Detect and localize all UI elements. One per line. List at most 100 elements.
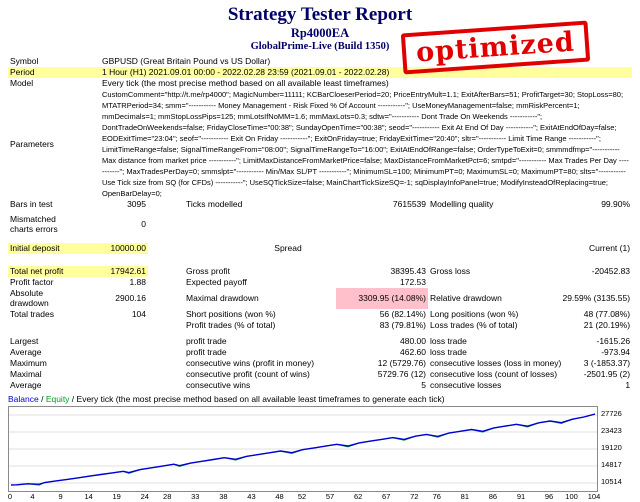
total-trades-value: 104 [131,309,146,319]
mismatched-charts-errors-value: 0 [141,219,146,229]
row-largest-trade: Largest profit trade 480.00 loss trade -… [8,336,632,347]
maximum-consecutive-wins-label: consecutive wins (profit in money) [186,358,315,368]
x-axis-tick: 0 [7,492,13,501]
maximal-drawdown-label: Maximal drawdown [186,293,259,303]
row-total-trades: Total trades 104 Short positions (won %)… [8,309,632,320]
chart-legend: Balance / Equity / Every tick (the most … [8,394,640,405]
row-average-trade: Average profit trade 462.60 loss trade -… [8,347,632,358]
gross-profit-label: Gross profit [186,266,230,276]
largest-profit-trade-label: profit trade [186,336,227,346]
x-axis-tick: 14 [84,492,93,501]
total-net-profit-label: Total net profit [8,266,100,277]
maximal-consecutive-loss-value: -2501.95 (2) [583,369,631,379]
row-maximum-consecutive: Maximum consecutive wins (profit in mone… [8,358,632,369]
maximal-drawdown-value: 3309.95 (14.08%) [336,288,428,309]
gross-loss-label: Gross loss [430,266,471,276]
maximal-consecutive-profit-label: consecutive profit (count of wins) [186,369,310,379]
mismatched-charts-errors-label: Mismatched charts errors [10,214,58,234]
report-header: Strategy Tester Report Rp4000EA GlobalPr… [0,0,640,53]
x-axis-tick: 67 [382,492,391,501]
x-axis-tick: 52 [297,492,307,501]
average-loss-trade-label: loss trade [430,347,467,357]
x-axis-tick: 72 [410,492,419,501]
gross-loss-value: -20452.83 [591,266,631,276]
row-total-net-profit: Total net profit 17942.61 Gross profit 3… [8,266,632,277]
x-axis-tick: 33 [191,492,200,501]
spread-label: Spread [274,243,302,253]
parameters-value: CustomComment="http://t.me/rp4000"; Magi… [102,90,629,198]
profit-trades-label: Profit trades (% of total) [186,320,276,330]
largest-profit-trade-value: 480.00 [400,336,426,346]
row-profit-factor: Profit factor 1.88 Expected payoff 172.5… [8,277,632,288]
row-profit-trades: Profit trades (% of total) 83 (79.81%) L… [8,320,632,331]
row-initial-deposit: Initial deposit 10000.00 Spread Current … [8,243,632,254]
period-value: 1 Hour (H1) 2021.09.01 00:00 - 2022.02.2… [100,67,633,78]
average-loss-trade-value: -973.94 [601,347,631,357]
average-consecutive-losses-label: consecutive losses [430,380,502,390]
expected-payoff-label: Expected payoff [186,277,247,287]
maximum-consecutive-label: Maximum [10,358,47,368]
average-trade-label: Average [10,347,42,357]
maximum-consecutive-losses-label: consecutive losses (loss in money) [430,358,562,368]
average-consecutive-label: Average [10,380,42,390]
x-axis-tick: 100 [565,492,578,501]
x-axis-tick: 48 [275,492,284,501]
relative-drawdown-label: Relative drawdown [430,293,502,303]
short-positions-label: Short positions (won %) [186,309,276,319]
x-axis-tick: 4 [30,492,35,501]
average-profit-trade-label: profit trade [186,347,227,357]
maximal-consecutive-profit-value: 5729.76 (12) [377,369,426,379]
largest-label: Largest [10,336,39,346]
x-axis-tick: 91 [516,492,526,501]
balance-equity-chart [9,413,597,486]
x-axis-tick: 76 [432,492,441,501]
initial-deposit-label: Initial deposit [8,243,100,254]
x-axis-tick: 86 [488,492,498,501]
row-model: Model Every tick (the most precise metho… [8,78,632,89]
x-axis-tick: 9 [58,492,63,501]
row-absolute-drawdown: Absolute drawdown 2900.16 Maximal drawdo… [8,288,632,309]
profit-factor-label: Profit factor [10,277,54,287]
long-positions-label: Long positions (won %) [430,309,519,319]
model-label: Model [10,78,34,88]
ticks-modelled-value: 7615539 [392,199,426,209]
y-axis-tick: 14817 [601,460,622,469]
legend-separator: / [38,394,46,404]
average-consecutive-losses-value: 1 [625,380,631,390]
x-axis-tick: 81 [460,492,470,501]
symbol-value: GBPUSD (Great Britain Pound vs US Dollar… [102,56,271,66]
row-period: Period 1 Hour (H1) 2021.09.01 00:00 - 20… [8,67,633,78]
legend-model-text: / Every tick (the most precise method ba… [69,394,445,404]
row-symbol: Symbol GBPUSD (Great Britain Pound vs US… [8,56,632,67]
total-trades-label: Total trades [10,309,54,319]
page-title: Strategy Tester Report [227,4,413,25]
y-axis-tick: 10514 [601,477,622,486]
x-axis-tick: 19 [112,492,121,501]
largest-loss-trade-value: -1615.26 [596,336,631,346]
row-maximal-consecutive: Maximal consecutive profit (count of win… [8,369,632,380]
x-axis-tick: 62 [353,492,363,501]
initial-deposit-value: 10000.00 [100,243,148,254]
spread-value: Current (1) [588,243,631,253]
short-positions-value: 56 (82.14%) [379,309,426,319]
x-axis-tick: 96 [544,492,554,501]
legend-balance: Balance [8,394,39,404]
maximal-consecutive-label: Maximal [10,369,42,379]
x-axis-tick: 24 [140,492,149,501]
profit-factor-value: 1.88 [129,277,146,287]
absolute-drawdown-value: 2900.16 [115,293,146,303]
parameters-label: Parameters [10,138,54,149]
x-axis-tick: 38 [219,492,228,501]
loss-trades-value: 21 (20.19%) [583,320,631,330]
row-bars-in-test: Bars in test 3095 Ticks modelled 7615539… [8,199,632,210]
bars-in-test-value: 3095 [127,199,146,209]
expected-payoff-value: 172.53 [400,277,426,287]
server-build: GlobalPrime-Live (Build 1350) [250,41,390,52]
symbol-label: Symbol [10,56,39,66]
chart-x-axis: 0 4 9 14 19 24 28 33 38 43 48 52 57 62 67 72 76 81 86 91 96 1… [7,492,601,502]
average-consecutive-wins-label: consecutive wins [186,380,251,390]
x-axis-tick: 43 [247,492,256,501]
x-axis-tick: 104 [587,492,601,501]
balance-chart-plot [8,406,598,492]
